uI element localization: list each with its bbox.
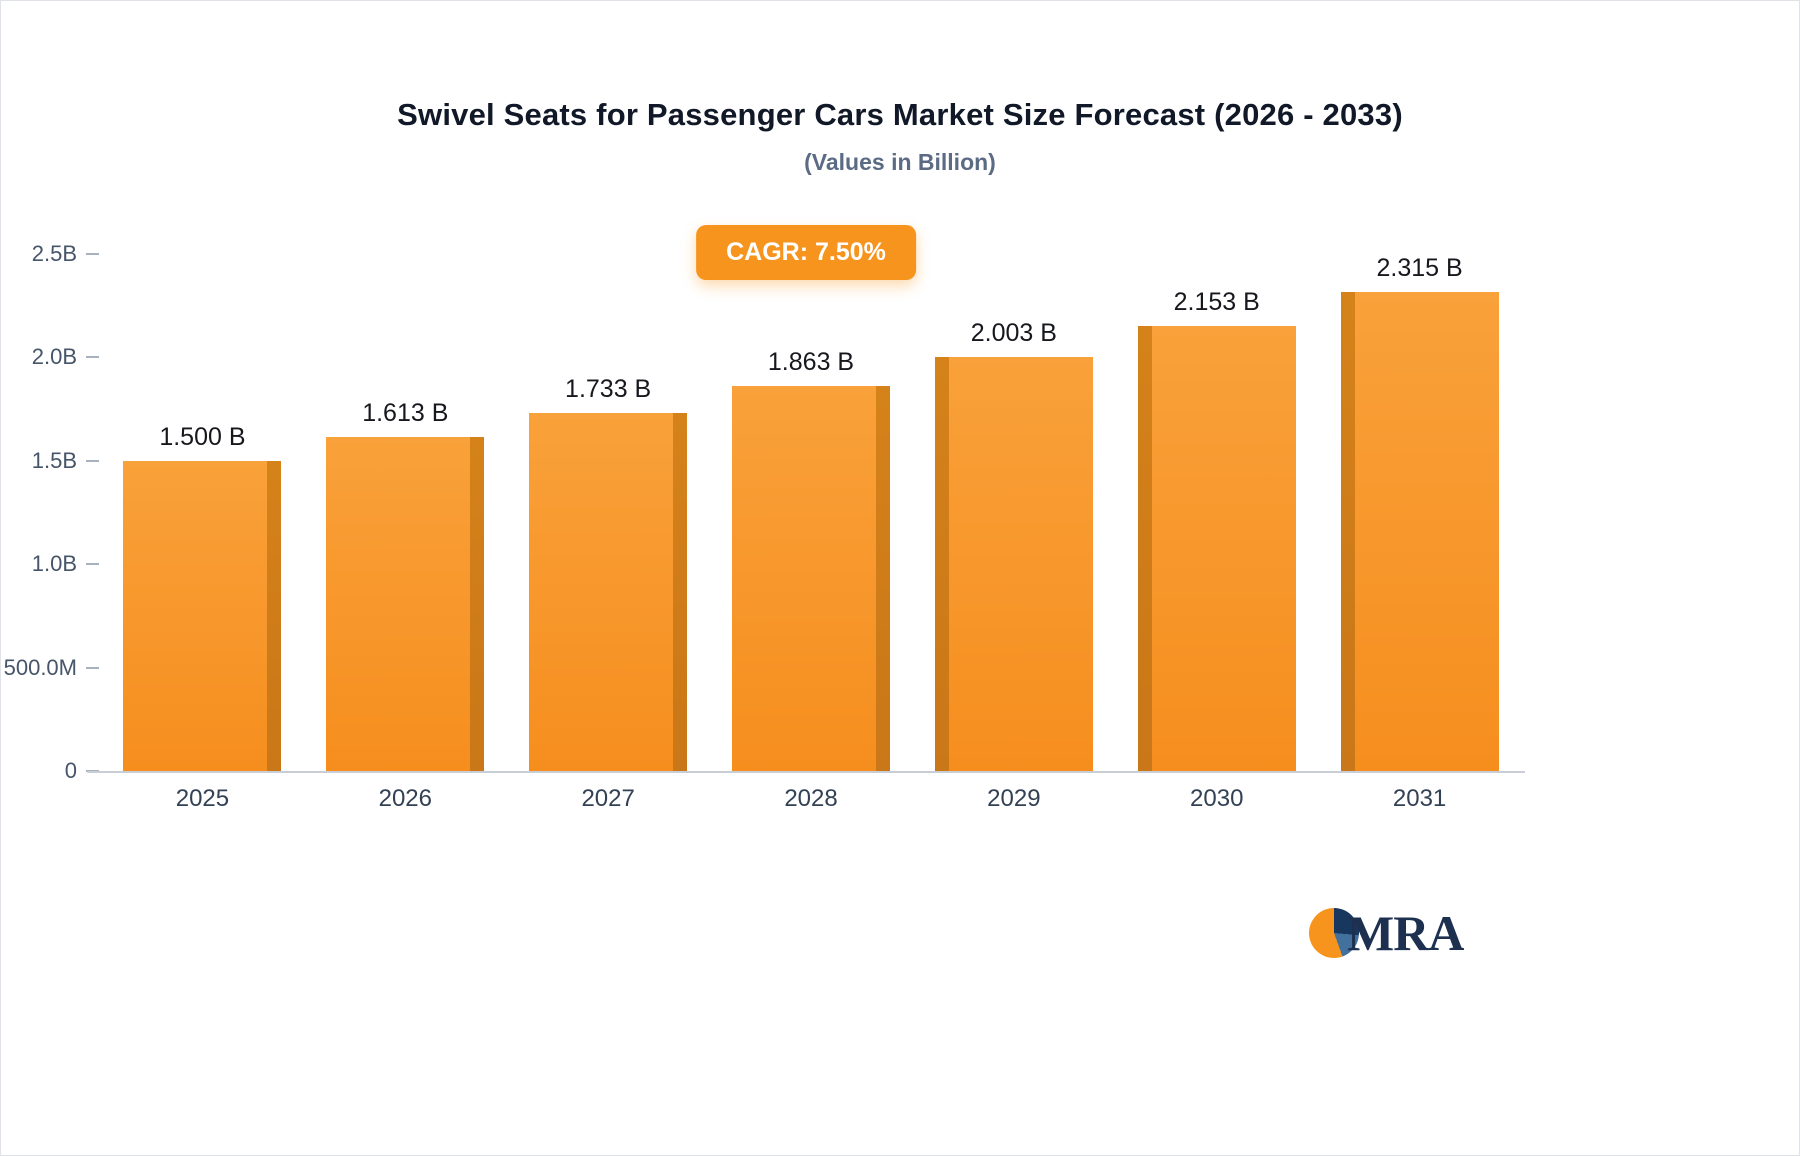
y-tick-label: 1.0B (31, 551, 77, 577)
bar-value-label: 1.863 B (767, 348, 855, 376)
y-tick-mark (86, 459, 99, 462)
bar-side-shade (673, 413, 688, 771)
bar-slot-2025: 1.500 B (101, 254, 304, 771)
x-label-2028: 2028 (784, 785, 838, 812)
bar-value-label: 1.613 B (362, 399, 449, 427)
bar-side-shade (934, 357, 949, 771)
bar-slot-2028: 1.863 B (710, 254, 913, 771)
bar-slot-2029: 2.003 B (912, 254, 1115, 771)
bar-side-shade (876, 386, 890, 771)
y-tick-mark (86, 356, 99, 359)
y-tick-label: 1.5B (31, 447, 77, 473)
bar-2031 (1340, 292, 1499, 771)
cagr-badge: CAGR: 7.50% (696, 225, 916, 280)
bars-container: 1.500 B 1.613 B 1.733 B 1.863 B 2.003 B 2.153… (101, 254, 1521, 771)
bar-side-shade (1340, 292, 1355, 771)
y-tick-label: 2.5B (31, 241, 77, 266)
y-tick-label: 2.0B (31, 344, 77, 370)
bar-side-shade (1137, 326, 1152, 771)
y-tick-mark (86, 666, 99, 669)
bar-value-label: 2.315 B (1376, 254, 1463, 282)
bar-value-label: 1.500 B (159, 423, 246, 451)
bar-value-label: 2.003 B (970, 319, 1057, 347)
plot-area: 1.500 B 1.613 B 1.733 B 1.863 B 2.003 B 2.153… (101, 254, 1521, 771)
x-label-2030: 2030 (1190, 785, 1244, 812)
bar-2027 (529, 413, 688, 771)
bar-slot-2026: 1.613 B (304, 254, 507, 771)
bar-2028 (732, 386, 890, 771)
bar-side-shade (267, 461, 282, 771)
y-tick-mark (86, 253, 99, 255)
bar-slot-2027: 1.733 B (507, 254, 710, 771)
bar-slot-2031: 2.315 B (1318, 254, 1521, 771)
x-label-2026: 2026 (378, 785, 432, 812)
bar-2025 (123, 461, 282, 771)
bar-side-shade (470, 437, 485, 771)
bar-value-label: 2.153 B (1173, 288, 1260, 316)
mra-logo-text: MRA (1347, 905, 1464, 961)
x-label-2031: 2031 (1392, 785, 1447, 812)
bar-slot-2030: 2.153 B (1115, 254, 1318, 771)
x-axis-labels: 2025 2026 2027 2028 2029 2030 2031 (101, 785, 1521, 813)
bar-value-label: 1.733 B (565, 375, 652, 403)
bar-2029 (934, 357, 1093, 771)
x-label-2029: 2029 (987, 785, 1041, 812)
chart-title: Swivel Seats for Passenger Cars Market S… (397, 97, 1403, 132)
chart-subtitle: (Values in Billion) (804, 149, 996, 175)
mra-logo: MRA (1309, 904, 1464, 962)
x-label-2025: 2025 (175, 785, 230, 812)
y-tick-label: 0 (64, 758, 77, 783)
mra-logo-icon (1309, 908, 1359, 958)
x-axis-baseline (87, 771, 1525, 773)
y-tick-label: 500.0M (3, 654, 77, 680)
bar-2030 (1137, 326, 1296, 771)
y-axis: 2.5B 2.0B 1.5B 1.0B 500.0M 0 (1, 241, 101, 783)
x-label-2027: 2027 (581, 785, 635, 812)
y-tick-mark (86, 563, 99, 566)
bar-2026 (326, 437, 485, 771)
